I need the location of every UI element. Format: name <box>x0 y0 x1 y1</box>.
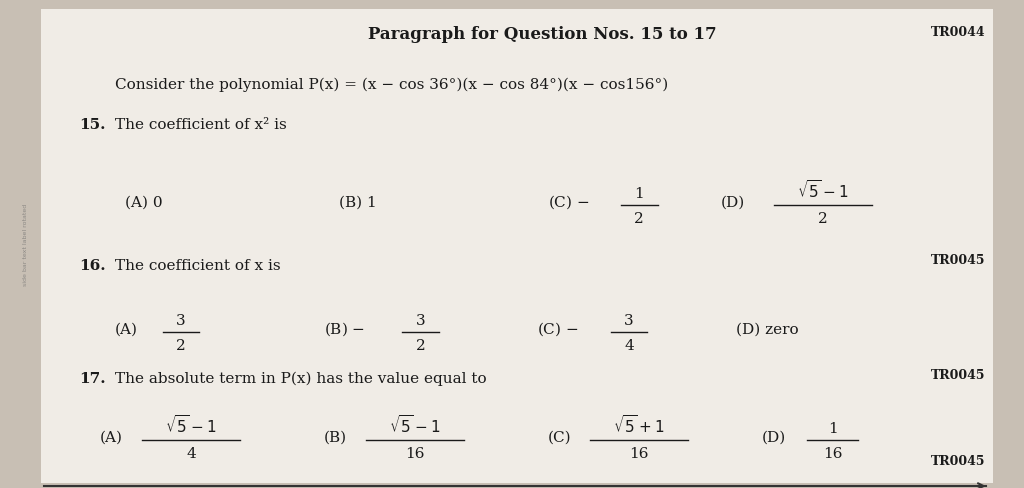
Text: (A): (A) <box>99 430 123 444</box>
Text: (C) $-$: (C) $-$ <box>548 193 589 211</box>
Text: (B) 1: (B) 1 <box>339 195 377 209</box>
Text: $\sqrt{5}+1$: $\sqrt{5}+1$ <box>613 413 666 435</box>
Text: (C): (C) <box>548 430 571 444</box>
Text: 4: 4 <box>186 446 196 460</box>
Text: 3: 3 <box>176 313 185 327</box>
Text: $\sqrt{5}-1$: $\sqrt{5}-1$ <box>797 179 849 201</box>
Text: 2: 2 <box>416 338 425 352</box>
Text: (D): (D) <box>721 195 745 209</box>
Text: TR0045: TR0045 <box>931 369 985 382</box>
Text: side bar text label rotated: side bar text label rotated <box>24 203 28 285</box>
Text: 16.: 16. <box>79 259 105 272</box>
Text: Consider the polynomial P(x) = (x − cos 36°)(x − cos 84°)(x − cos156°): Consider the polynomial P(x) = (x − cos … <box>115 78 668 92</box>
Text: 2: 2 <box>176 338 186 352</box>
Text: (A): (A) <box>115 322 138 336</box>
Text: 3: 3 <box>416 313 425 327</box>
Text: (B): (B) <box>324 430 347 444</box>
Text: (A) 0: (A) 0 <box>125 195 163 209</box>
Text: The coefficient of x is: The coefficient of x is <box>115 259 281 272</box>
Text: 2: 2 <box>818 212 827 225</box>
Text: Paragraph for Question Nos. 15 to 17: Paragraph for Question Nos. 15 to 17 <box>369 26 717 43</box>
Text: $\sqrt{5}-1$: $\sqrt{5}-1$ <box>389 413 441 435</box>
Text: 17.: 17. <box>79 371 105 385</box>
Text: 16: 16 <box>823 446 843 460</box>
Text: The absolute term in P(x) has the value equal to: The absolute term in P(x) has the value … <box>115 371 486 386</box>
Text: (C) $-$: (C) $-$ <box>538 320 579 338</box>
Text: The coefficient of x² is: The coefficient of x² is <box>115 118 287 132</box>
Text: $\sqrt{5}-1$: $\sqrt{5}-1$ <box>165 413 217 435</box>
Text: 16: 16 <box>630 446 649 460</box>
Text: 1: 1 <box>828 422 838 435</box>
Text: 2: 2 <box>635 212 644 225</box>
Text: (D): (D) <box>762 430 785 444</box>
Text: TR0045: TR0045 <box>931 254 985 267</box>
Text: 16: 16 <box>406 446 425 460</box>
Text: 15.: 15. <box>79 118 105 132</box>
Text: 3: 3 <box>625 313 634 327</box>
Text: TR0045: TR0045 <box>931 454 985 468</box>
Text: TR0044: TR0044 <box>931 26 985 39</box>
Text: (B) $-$: (B) $-$ <box>324 320 365 338</box>
Text: 1: 1 <box>635 187 644 201</box>
Text: 4: 4 <box>625 338 634 352</box>
Text: (D) zero: (D) zero <box>736 322 799 336</box>
